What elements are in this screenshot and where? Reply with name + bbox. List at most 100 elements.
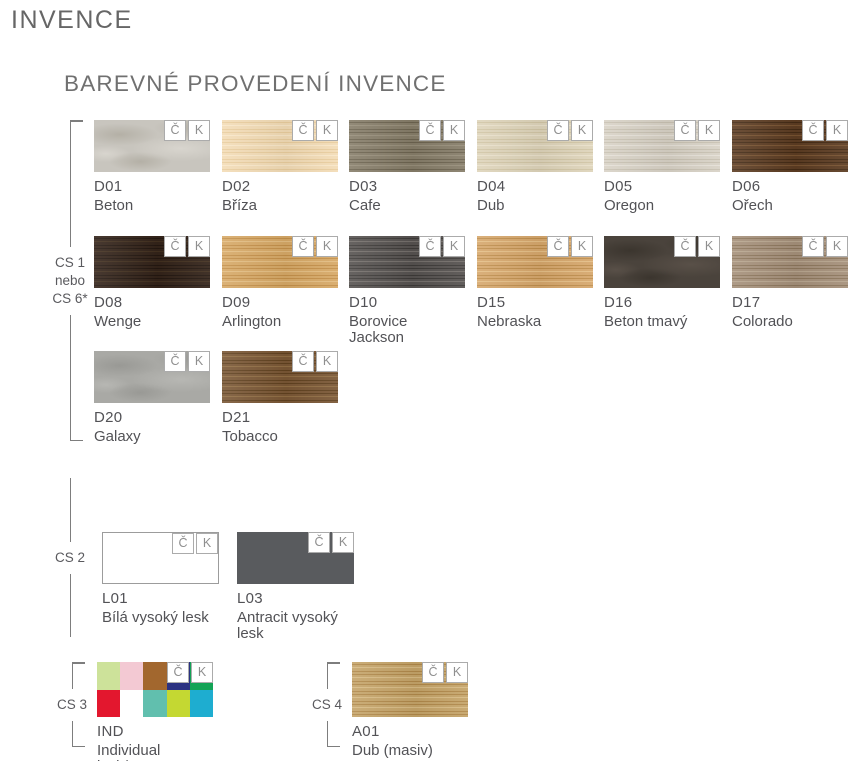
tag-k: K	[571, 236, 593, 257]
swatch-name: Arlington	[222, 313, 282, 330]
tag-k: K	[446, 662, 468, 683]
swatch-name: Antracit vysoký lesk	[237, 609, 338, 642]
tag-k: K	[196, 533, 218, 554]
tag-c: Č	[802, 120, 824, 141]
swatch-name: Tobacco	[222, 428, 278, 445]
swatch-code: L03	[237, 590, 263, 607]
swatch-name: Wenge	[94, 313, 142, 330]
tag-k: K	[571, 120, 593, 141]
bracket-cs3: CS 3	[53, 662, 91, 747]
tag-c: Č	[419, 120, 441, 141]
color-cell	[120, 662, 144, 690]
swatch-code: D09	[222, 294, 251, 311]
swatch-name: Beton tmavý	[604, 313, 688, 330]
swatch-D10: Č K D10 Borovice Jackson	[349, 236, 465, 346]
swatch-D16: Č K D16 Beton tmavý	[604, 236, 720, 330]
swatch-name: Nebraska	[477, 313, 542, 330]
swatch-D21: Č K D21 Tobacco	[222, 351, 338, 445]
swatch-A01: Č K A01 Dub (masiv)	[352, 662, 468, 759]
swatch-code: D05	[604, 178, 633, 195]
swatch-code: IND	[97, 723, 124, 740]
swatch-code: D17	[732, 294, 761, 311]
tag-k: K	[826, 120, 848, 141]
bracket-cs1: CS 1 nebo CS 6*	[49, 120, 91, 441]
tag-c: Č	[308, 532, 330, 553]
color-cell	[97, 662, 121, 690]
swatch-name: Cafe	[349, 197, 381, 214]
swatch-code: D06	[732, 178, 761, 195]
swatch-L03: Č K L03 Antracit vysoký lesk	[237, 532, 354, 642]
swatch-name: Dub (masiv)	[352, 742, 433, 759]
swatch-D01: Č K D01 Beton	[94, 120, 210, 214]
swatch-code: D15	[477, 294, 506, 311]
swatch-code: D02	[222, 178, 251, 195]
tag-c: Č	[164, 236, 186, 257]
bracket-label-line: CS 4	[311, 696, 343, 712]
bracket-cs2: CS 2	[51, 478, 89, 637]
tag-c: Č	[674, 236, 696, 257]
swatch-name: Ořech	[732, 197, 773, 214]
swatch-D15: Č K D15 Nebraska	[477, 236, 593, 330]
tag-c: Č	[292, 236, 314, 257]
color-cell	[120, 689, 144, 717]
tag-c: Č	[422, 662, 444, 683]
swatch-code: D01	[94, 178, 123, 195]
tag-c: Č	[802, 236, 824, 257]
swatch-code: D16	[604, 294, 633, 311]
bracket-cs4: CS 4	[308, 662, 346, 747]
swatch-D04: Č K D04 Dub	[477, 120, 593, 214]
tag-k: K	[698, 236, 720, 257]
swatch-D09: Č K D09 Arlington	[222, 236, 338, 330]
swatch-D08: Č K D08 Wenge	[94, 236, 210, 330]
swatch-name: Individual lesk/mat	[97, 742, 161, 761]
swatch-L01: Č K L01 Bílá vysoký lesk	[102, 532, 219, 626]
swatch-name: Colorado	[732, 313, 793, 330]
swatch-D20: Č K D20 Galaxy	[94, 351, 210, 445]
tag-k: K	[443, 236, 465, 257]
tag-c: Č	[292, 351, 314, 372]
bracket-label-line: CS 2	[54, 549, 86, 565]
bracket-label-cs3: CS 3	[53, 688, 91, 721]
tag-k: K	[188, 236, 210, 257]
swatch-code: D04	[477, 178, 506, 195]
page-title: INVENCE	[11, 6, 133, 34]
tag-k: K	[188, 351, 210, 372]
swatch-name: Oregon	[604, 197, 655, 214]
bracket-label-line: nebo	[54, 272, 86, 288]
bracket-label-cs1: CS 1 nebo CS 6*	[49, 246, 91, 315]
tag-c: Č	[419, 236, 441, 257]
tag-c: Č	[172, 533, 194, 554]
swatch-code: D03	[349, 178, 378, 195]
bracket-label-line: CS 3	[56, 696, 88, 712]
tag-c: Č	[674, 120, 696, 141]
tag-c: Č	[292, 120, 314, 141]
